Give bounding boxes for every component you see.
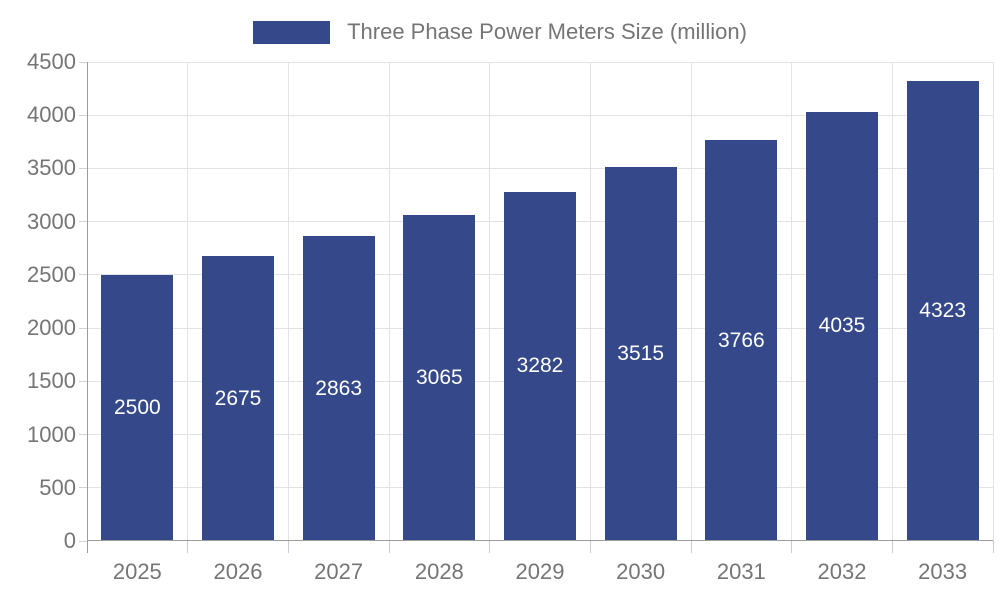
y-axis-tick [79,487,87,489]
x-tick-label: 2026 [213,559,263,584]
gridline-h [87,167,993,169]
bar-2033: 4323 [906,80,979,541]
y-tick-label: 1500 [27,368,76,394]
bar-value-label: 3515 [617,341,665,365]
bar-value-label: 4035 [818,314,866,338]
y-tick-label: 0 [63,528,76,553]
y-tick-label: 2500 [27,261,76,287]
x-axis-line [87,540,993,541]
gridline-v [992,62,994,541]
y-axis-tick [79,61,87,63]
legend-label: Three Phase Power Meters Size (million) [347,19,747,44]
y-axis-tick [79,274,87,276]
x-tick-label: 2025 [112,559,162,584]
gridline-v [287,62,289,541]
bar-value-label: 2500 [113,395,161,419]
x-axis-tick [489,541,491,553]
y-axis-tick [79,434,87,436]
chart-legend: Three Phase Power Meters Size (million) [0,14,1000,50]
x-tick-label: 2028 [414,559,464,584]
y-tick-label: 3500 [27,155,76,181]
y-axis-tick [79,327,87,329]
x-axis-tick [187,541,189,553]
bar-value-label: 2863 [315,376,363,400]
y-tick-label: 4000 [27,102,76,128]
bar-2030: 3515 [604,166,677,541]
y-axis-line [87,62,88,553]
y-axis-tick [79,540,87,542]
y-tick-label: 2000 [27,315,76,341]
gridline-v [891,62,893,541]
bar-2028: 3065 [403,214,476,541]
x-tick-label: 2032 [817,559,867,584]
gridline-h [87,114,993,116]
y-axis-tick [79,114,87,116]
bar-2031: 3766 [705,140,778,541]
y-tick-label: 4500 [27,49,76,74]
x-axis-tick [388,541,390,553]
bar-value-label: 4323 [919,298,967,322]
x-axis-tick [992,541,994,553]
gridline-v [791,62,793,541]
y-axis-tick [79,380,87,382]
bar-value-label: 2675 [214,386,262,410]
x-tick-label: 2031 [716,559,766,584]
gridline-v [187,62,189,541]
bar-2029: 3282 [504,191,576,541]
x-axis-tick [791,541,793,553]
y-tick-label: 1000 [27,421,76,447]
plot-area: 2500 2675 2863 3065 3282 3515 3766 4035 4323 [79,61,994,553]
x-tick-label: 2033 [918,559,968,584]
y-tick-label: 500 [39,474,76,500]
bar-value-label: 3065 [415,365,463,389]
x-tick-label: 2030 [616,559,666,584]
bar-value-label: 3282 [516,354,564,378]
gridline-v [388,62,390,541]
x-axis-tick [589,541,591,553]
y-axis-tick [79,221,87,223]
bar-2027: 2863 [302,236,375,541]
x-axis-tick [690,541,692,553]
gridline-v [690,62,692,541]
x-axis-tick [891,541,893,553]
y-axis-tick [79,167,87,169]
bar-value-label: 3766 [717,328,765,352]
gridline-h [87,61,993,63]
x-axis-tick [287,541,289,553]
bar-2025: 2500 [101,274,174,541]
gridline-v [589,62,591,541]
legend-swatch [253,20,331,44]
y-tick-label: 3000 [27,208,76,234]
x-tick-label: 2029 [515,559,565,584]
gridline-v [489,62,491,541]
x-tick-label: 2027 [314,559,364,584]
bar-2026: 2675 [202,256,274,541]
bar-2032: 4035 [806,111,878,541]
